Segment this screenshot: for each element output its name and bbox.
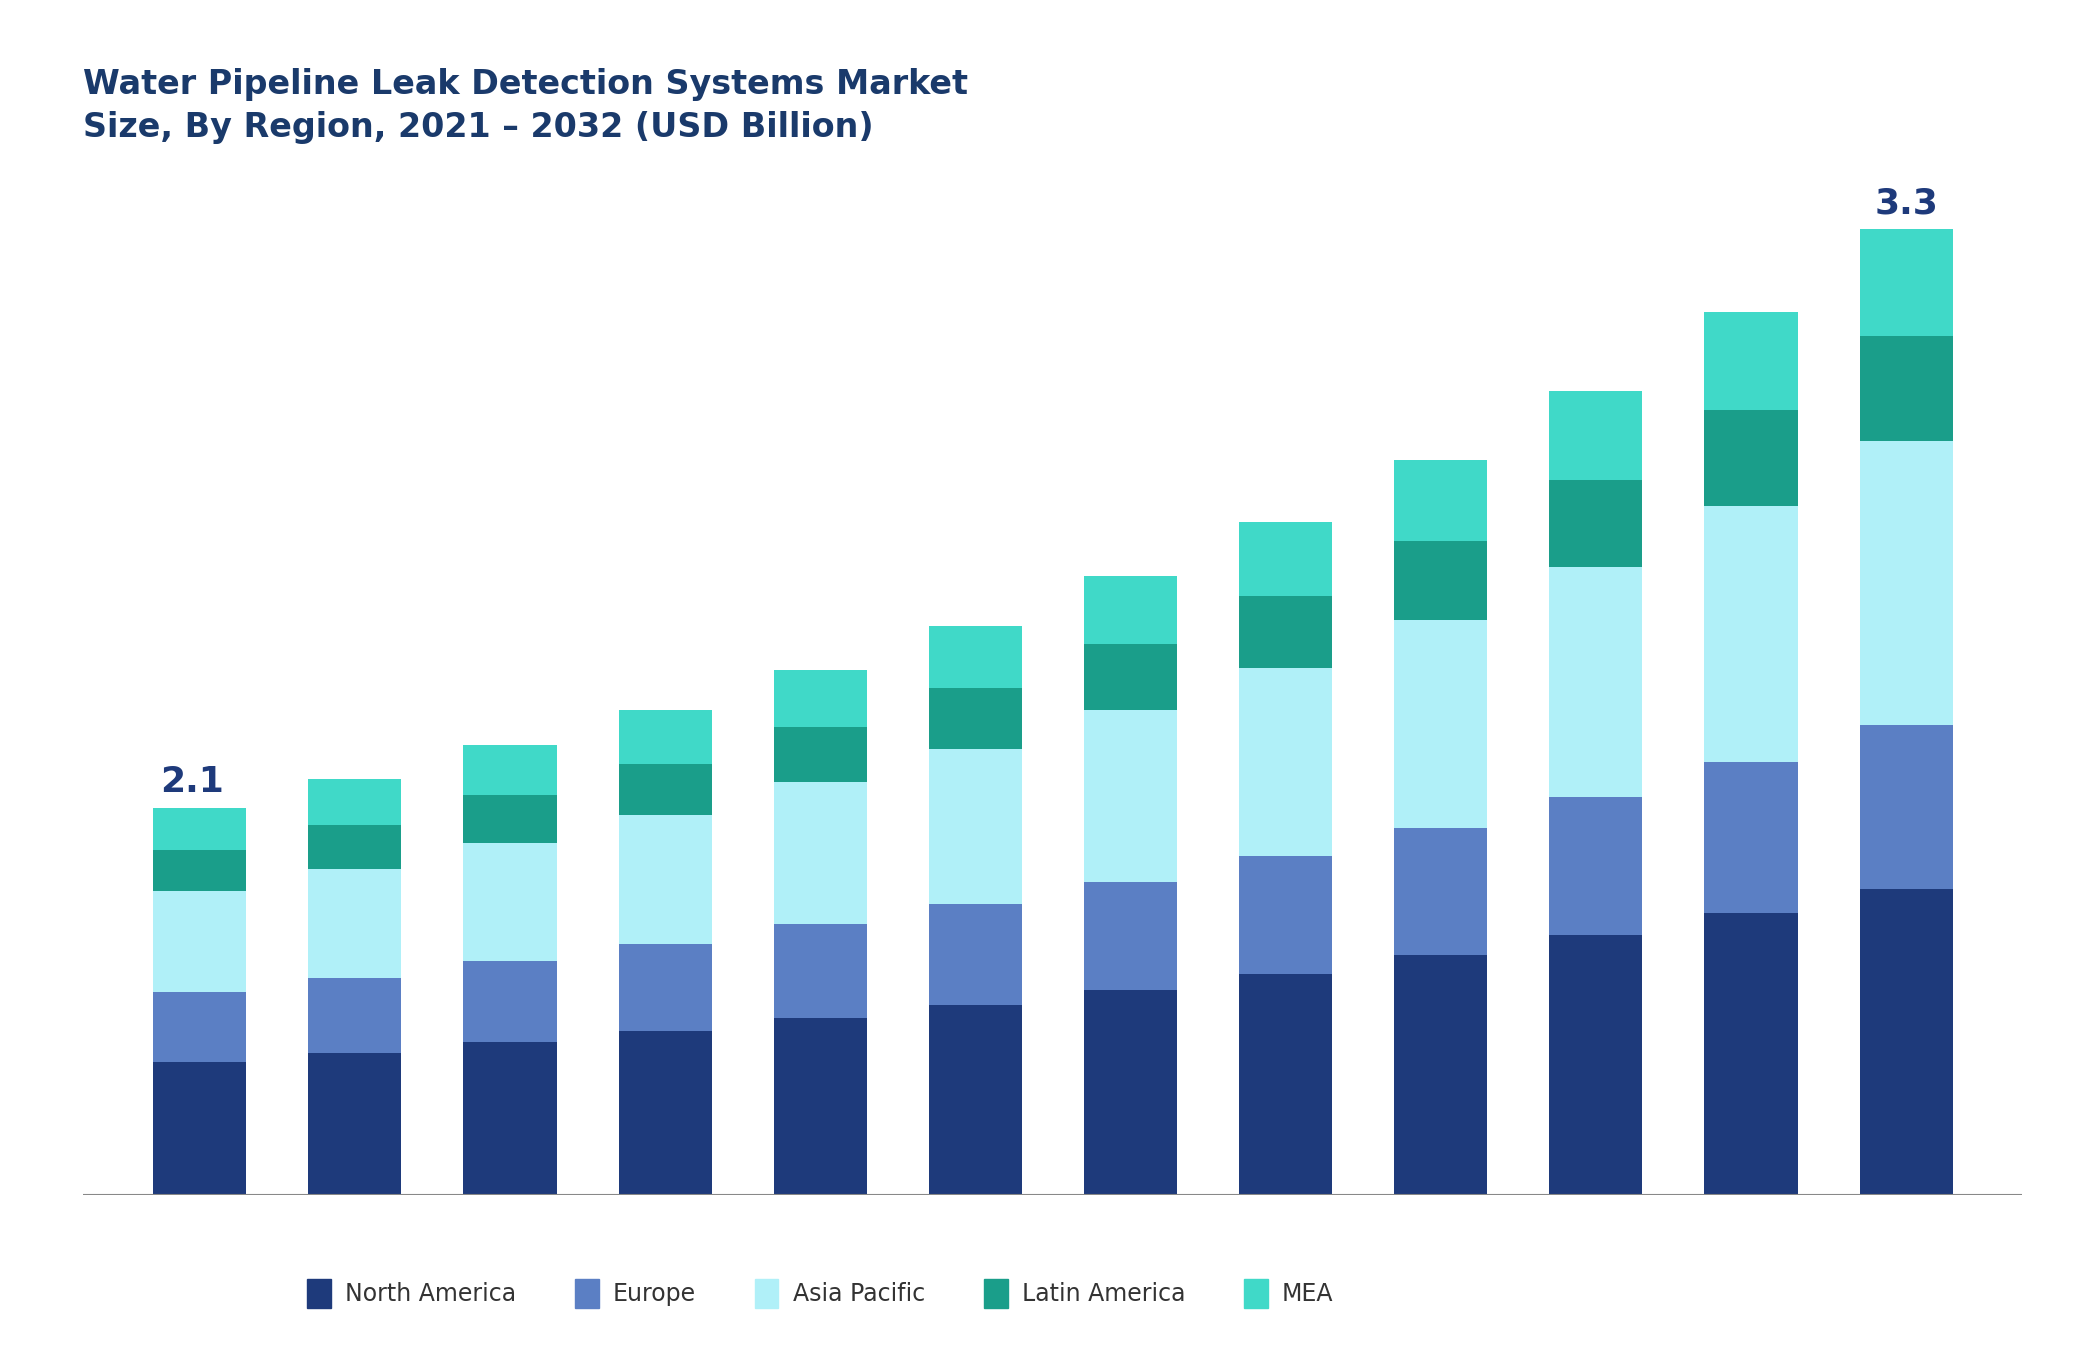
Bar	[1703, 505, 1797, 762]
Text: Water Pipeline Leak Detection Systems Market
Size, By Region, 2021 – 2032 (USD B: Water Pipeline Leak Detection Systems Ma…	[83, 68, 967, 144]
Legend: North America, Europe, Asia Pacific, Latin America, MEA: North America, Europe, Asia Pacific, Lat…	[298, 1270, 1343, 1317]
Bar	[1084, 576, 1178, 644]
Bar	[1084, 990, 1178, 1195]
Bar	[463, 843, 557, 961]
Bar	[1860, 725, 1954, 889]
Bar	[1238, 523, 1332, 596]
Bar	[1084, 710, 1178, 881]
Bar	[1860, 889, 1954, 1195]
Bar	[1395, 621, 1487, 828]
Bar	[774, 1018, 867, 1195]
Bar	[1549, 566, 1643, 797]
Bar	[774, 727, 867, 782]
Bar	[463, 1042, 557, 1195]
Bar	[1238, 974, 1332, 1195]
Bar	[1395, 828, 1487, 956]
Bar	[619, 710, 711, 763]
Bar	[619, 815, 711, 944]
Bar	[1238, 856, 1332, 974]
Bar	[1238, 596, 1332, 668]
Bar	[619, 944, 711, 1031]
Bar	[928, 904, 1022, 1005]
Bar	[309, 1054, 402, 1195]
Bar	[619, 763, 711, 815]
Bar	[1860, 441, 1954, 725]
Bar	[152, 993, 246, 1062]
Bar	[928, 750, 1022, 904]
Bar	[1703, 913, 1797, 1195]
Bar	[1703, 762, 1797, 913]
Bar	[928, 1005, 1022, 1195]
Text: 2.1: 2.1	[161, 765, 223, 799]
Bar	[1703, 410, 1797, 505]
Bar	[463, 796, 557, 843]
Bar	[928, 626, 1022, 689]
Bar	[152, 891, 246, 993]
Bar	[463, 961, 557, 1042]
Text: 3.3: 3.3	[1874, 186, 1939, 220]
Bar	[1395, 956, 1487, 1195]
Bar	[309, 869, 402, 978]
Bar	[619, 1031, 711, 1195]
Bar	[309, 824, 402, 869]
Bar	[463, 746, 557, 796]
Bar	[774, 782, 867, 925]
Bar	[1549, 936, 1643, 1195]
Bar	[309, 778, 402, 824]
Bar	[152, 850, 246, 891]
Bar	[774, 925, 867, 1018]
Bar	[1860, 337, 1954, 441]
Bar	[1084, 644, 1178, 710]
Bar	[1549, 391, 1643, 479]
Bar	[1549, 797, 1643, 936]
Bar	[928, 689, 1022, 750]
Bar	[1395, 540, 1487, 621]
Bar	[1238, 668, 1332, 856]
Bar	[152, 808, 246, 850]
Bar	[152, 1062, 246, 1195]
Bar	[1860, 230, 1954, 337]
Bar	[309, 978, 402, 1054]
Bar	[1703, 312, 1797, 410]
Bar	[1084, 881, 1178, 990]
Bar	[774, 669, 867, 727]
Bar	[1395, 459, 1487, 540]
Bar	[1549, 479, 1643, 566]
